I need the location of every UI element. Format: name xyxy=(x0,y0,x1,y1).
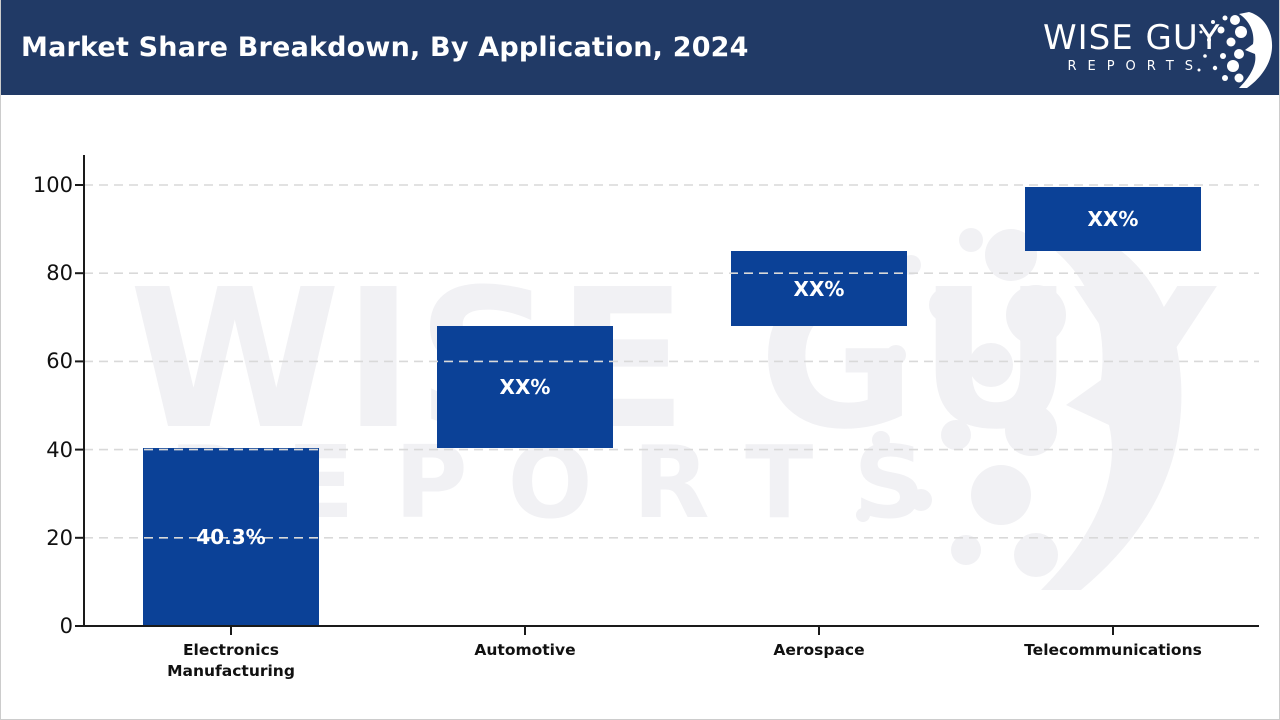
y-tick-label: 40 xyxy=(46,437,73,462)
bar-value-label: XX% xyxy=(1087,207,1139,232)
x-category-label: Electronics Manufacturing xyxy=(167,641,295,680)
bar-segment-automotive xyxy=(437,326,613,449)
logo-text: WISE GUY REPORTS xyxy=(1043,20,1221,74)
header-band: Market Share Breakdown, By Application, … xyxy=(1,0,1279,95)
bar-value-label: XX% xyxy=(793,276,845,301)
y-tick-label: 20 xyxy=(46,525,73,550)
watermark-head-icon xyxy=(856,228,1182,590)
y-tick-label: 0 xyxy=(59,614,73,638)
wiseguy-logo: WISE GUY REPORTS xyxy=(1003,6,1273,90)
x-category-label: Aerospace xyxy=(773,641,865,659)
bar-value-label: XX% xyxy=(499,375,551,400)
x-category-label: Automotive xyxy=(474,641,576,659)
logo-subtext: REPORTS xyxy=(1067,59,1205,74)
y-tick-label: 60 xyxy=(46,349,73,374)
y-tick-label: 80 xyxy=(46,261,73,286)
dotted-head-profile-icon xyxy=(1197,12,1273,88)
bar-segment-aerospace xyxy=(731,251,907,327)
chart-area: WISE GUY REPORTS 40.3% XX% XX% XX% 0 20 40 60 80… xyxy=(1,95,1279,719)
bar-segment-telecommunications xyxy=(1025,187,1201,252)
page-title: Market Share Breakdown, By Application, … xyxy=(21,32,749,63)
labels-layer: 40.3% XX% XX% XX% 0 20 40 60 80 100 Electronics Ma… xyxy=(1,95,1279,719)
x-category-label: Telecommunications xyxy=(1024,641,1202,659)
bar-value-label: 40.3% xyxy=(196,525,266,550)
logo-wordmark: WISE GUY xyxy=(1043,18,1221,58)
y-tick-label: 100 xyxy=(32,173,73,197)
